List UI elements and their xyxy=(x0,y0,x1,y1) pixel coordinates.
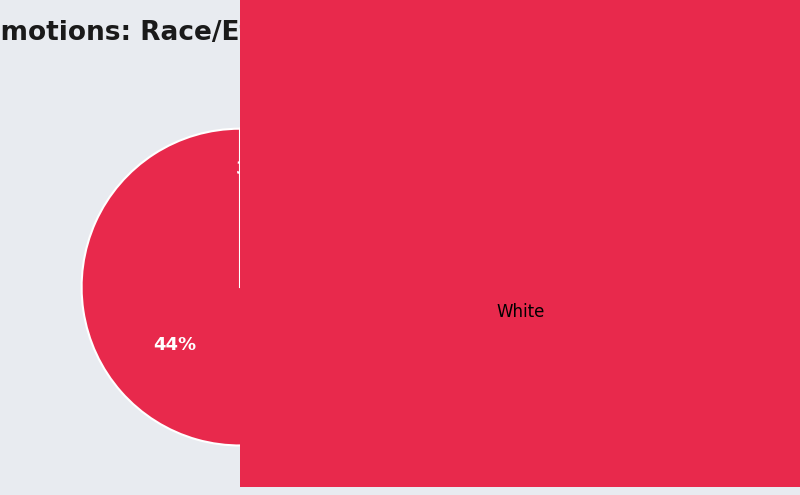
Wedge shape xyxy=(240,132,383,287)
Text: 15%: 15% xyxy=(282,197,325,215)
Text: 8/1/23 - 7/31/24 (34 promotions): 8/1/23 - 7/31/24 (34 promotions) xyxy=(252,62,548,80)
Wedge shape xyxy=(240,220,394,287)
Wedge shape xyxy=(240,248,398,307)
Text: Promotions: Race/Ethnicity (Regular and Limited-Term Staff): Promotions: Race/Ethnicity (Regular and … xyxy=(0,20,800,46)
Wedge shape xyxy=(240,129,270,287)
Text: 3%: 3% xyxy=(337,238,367,256)
Wedge shape xyxy=(82,129,397,446)
Text: 44%: 44% xyxy=(153,336,196,354)
Legend: Black or African-American, Latino/a, Native Hawaiian or Other Pacific Islander, : Black or African-American, Latino/a, Nat… xyxy=(468,174,800,321)
Text: 6%: 6% xyxy=(338,271,369,289)
Text: 3%: 3% xyxy=(236,160,266,178)
